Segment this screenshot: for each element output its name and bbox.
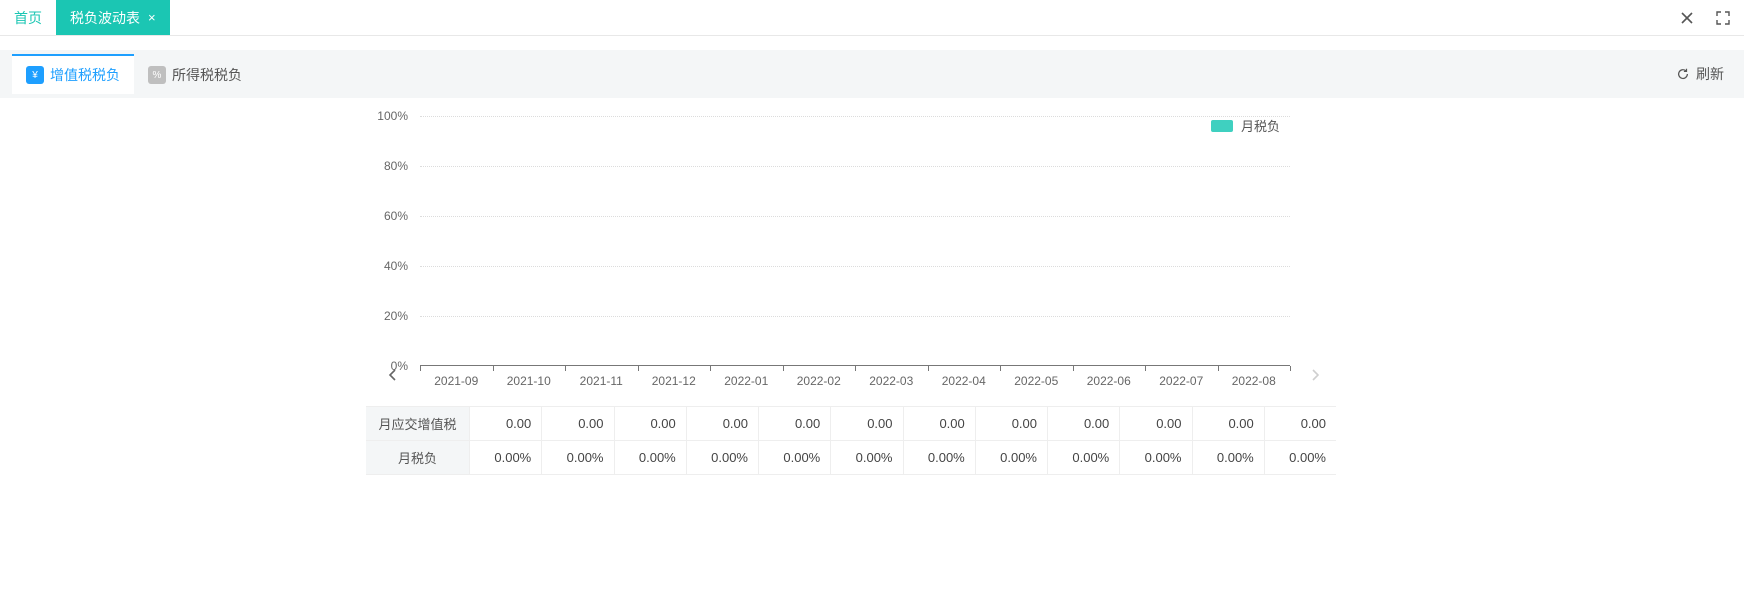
row2-cell: 0.00% bbox=[1265, 441, 1336, 474]
row1-cell: 0.00 bbox=[1265, 407, 1336, 440]
tab-home[interactable]: 首页 bbox=[0, 0, 56, 35]
close-icon[interactable] bbox=[1678, 9, 1696, 27]
y-tick-label: 100% bbox=[377, 109, 420, 123]
y-tick-label: 0% bbox=[391, 359, 420, 373]
top-tab-bar: 首页 税负波动表 × bbox=[0, 0, 1744, 36]
row1-cell: 0.00 bbox=[904, 407, 976, 440]
x-tick-mark bbox=[565, 366, 566, 371]
y-tick-label: 40% bbox=[384, 259, 420, 273]
x-tick-mark bbox=[1000, 366, 1001, 371]
y-gridline bbox=[420, 116, 1290, 117]
fullscreen-icon[interactable] bbox=[1714, 9, 1732, 27]
x-tick-mark bbox=[855, 366, 856, 371]
row2-header: 月税负 bbox=[366, 441, 470, 474]
table-row: 月应交增值税 0.000.000.000.000.000.000.000.000… bbox=[366, 407, 1336, 441]
row2-cell: 0.00% bbox=[1193, 441, 1265, 474]
row2-cell: 0.00% bbox=[615, 441, 687, 474]
sub-tab-bar: ¥ 增值税税负 % 所得税税负 刷新 bbox=[0, 50, 1744, 98]
x-tick-label: 2021-10 bbox=[507, 374, 551, 388]
x-tick-label: 2022-07 bbox=[1159, 374, 1203, 388]
row1-cell: 0.00 bbox=[615, 407, 687, 440]
y-tick-label: 60% bbox=[384, 209, 420, 223]
x-tick-mark bbox=[1073, 366, 1074, 371]
y-tick-label: 20% bbox=[384, 309, 420, 323]
x-tick-mark bbox=[1290, 366, 1291, 371]
tab-home-label: 首页 bbox=[14, 8, 42, 28]
x-tick-label: 2022-02 bbox=[797, 374, 841, 388]
x-tick-mark bbox=[783, 366, 784, 371]
chart-plot-area: 100%80%60%40%20%0%2021-092021-102021-112… bbox=[420, 116, 1290, 366]
x-tick-mark bbox=[1218, 366, 1219, 371]
row2-cell: 0.00% bbox=[542, 441, 614, 474]
refresh-button[interactable]: 刷新 bbox=[1676, 64, 1732, 84]
row1-cell: 0.00 bbox=[976, 407, 1048, 440]
refresh-icon bbox=[1676, 67, 1690, 81]
table-row: 月税负 0.00%0.00%0.00%0.00%0.00%0.00%0.00%0… bbox=[366, 441, 1336, 475]
row2-cell: 0.00% bbox=[759, 441, 831, 474]
x-tick-mark bbox=[928, 366, 929, 371]
row2-cell: 0.00% bbox=[904, 441, 976, 474]
row1-cell: 0.00 bbox=[759, 407, 831, 440]
row1-header: 月应交增值税 bbox=[366, 407, 470, 440]
chart-next-button[interactable] bbox=[1306, 366, 1324, 384]
x-tick-label: 2021-11 bbox=[580, 374, 623, 388]
row2-cell: 0.00% bbox=[470, 441, 542, 474]
y-tick-label: 80% bbox=[384, 159, 420, 173]
x-tick-label: 2022-08 bbox=[1232, 374, 1276, 388]
row1-cell: 0.00 bbox=[1048, 407, 1120, 440]
tab-tax-fluctuation[interactable]: 税负波动表 × bbox=[56, 0, 170, 35]
x-tick-label: 2022-06 bbox=[1087, 374, 1131, 388]
x-tick-mark bbox=[638, 366, 639, 371]
y-gridline bbox=[420, 216, 1290, 217]
y-gridline bbox=[420, 266, 1290, 267]
refresh-label: 刷新 bbox=[1696, 64, 1724, 84]
y-gridline bbox=[420, 316, 1290, 317]
data-table: 月应交增值税 0.000.000.000.000.000.000.000.000… bbox=[366, 406, 1336, 475]
row2-cell: 0.00% bbox=[1120, 441, 1192, 474]
x-tick-mark bbox=[420, 366, 421, 371]
subtab-vat-label: 增值税税负 bbox=[50, 65, 120, 85]
vat-icon: ¥ bbox=[26, 66, 44, 84]
row1-cell: 0.00 bbox=[831, 407, 903, 440]
x-tick-label: 2022-03 bbox=[869, 374, 913, 388]
row2-cell: 0.00% bbox=[1048, 441, 1120, 474]
top-right-controls bbox=[1678, 0, 1744, 35]
subtab-income-label: 所得税税负 bbox=[172, 65, 242, 85]
subtab-income[interactable]: % 所得税税负 bbox=[134, 54, 256, 94]
x-tick-label: 2022-05 bbox=[1014, 374, 1058, 388]
row1-cell: 0.00 bbox=[1120, 407, 1192, 440]
row1-cell: 0.00 bbox=[470, 407, 542, 440]
row1-cell: 0.00 bbox=[542, 407, 614, 440]
tab-close-icon[interactable]: × bbox=[148, 11, 156, 24]
x-tick-mark bbox=[493, 366, 494, 371]
tab-active-label: 税负波动表 bbox=[70, 8, 140, 28]
chart-container: 月税负 100%80%60%40%20%0%2021-092021-102021… bbox=[0, 116, 1320, 366]
subtab-vat[interactable]: ¥ 增值税税负 bbox=[12, 54, 134, 94]
row1-cell: 0.00 bbox=[687, 407, 759, 440]
x-tick-label: 2021-12 bbox=[652, 374, 696, 388]
x-tick-mark bbox=[1145, 366, 1146, 371]
row2-cell: 0.00% bbox=[976, 441, 1048, 474]
row1-cell: 0.00 bbox=[1193, 407, 1265, 440]
x-tick-label: 2021-09 bbox=[434, 374, 478, 388]
x-tick-label: 2022-04 bbox=[942, 374, 986, 388]
y-gridline bbox=[420, 166, 1290, 167]
income-icon: % bbox=[148, 66, 166, 84]
row2-cell: 0.00% bbox=[687, 441, 759, 474]
x-tick-mark bbox=[710, 366, 711, 371]
row2-cell: 0.00% bbox=[831, 441, 903, 474]
x-tick-label: 2022-01 bbox=[724, 374, 768, 388]
